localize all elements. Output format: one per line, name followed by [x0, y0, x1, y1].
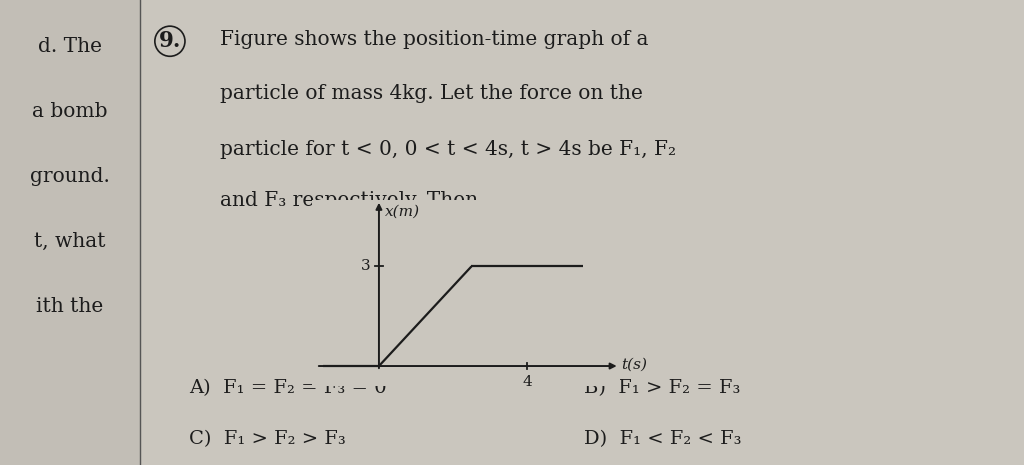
Text: and F₃ respectively. Then: and F₃ respectively. Then	[220, 191, 478, 210]
Text: 3: 3	[361, 259, 371, 273]
Text: 4: 4	[522, 375, 531, 389]
Text: particle for t < 0, 0 < t < 4s, t > 4s be F₁, F₂: particle for t < 0, 0 < t < 4s, t > 4s b…	[220, 140, 676, 159]
Text: D)  F₁ < F₂ < F₃: D) F₁ < F₂ < F₃	[584, 430, 741, 448]
Text: B)  F₁ > F₂ = F₃: B) F₁ > F₂ = F₃	[584, 379, 740, 397]
Text: Figure shows the position-time graph of a: Figure shows the position-time graph of …	[220, 30, 648, 49]
Text: A)  F₁ = F₂ = F₃ = 0: A) F₁ = F₂ = F₃ = 0	[189, 379, 387, 397]
Text: ground.: ground.	[30, 167, 110, 186]
Bar	[0, 0, 140, 465]
Text: 9.: 9.	[159, 30, 181, 52]
Text: x(m): x(m)	[384, 205, 420, 219]
Text: t(s): t(s)	[622, 358, 647, 372]
Text: t, what: t, what	[34, 232, 105, 251]
Text: C)  F₁ > F₂ > F₃: C) F₁ > F₂ > F₃	[189, 430, 346, 448]
Text: ith the: ith the	[36, 298, 103, 316]
Text: d. The: d. The	[38, 37, 101, 56]
Text: particle of mass 4kg. Let the force on the: particle of mass 4kg. Let the force on t…	[220, 84, 643, 103]
Text: a bomb: a bomb	[32, 102, 108, 121]
